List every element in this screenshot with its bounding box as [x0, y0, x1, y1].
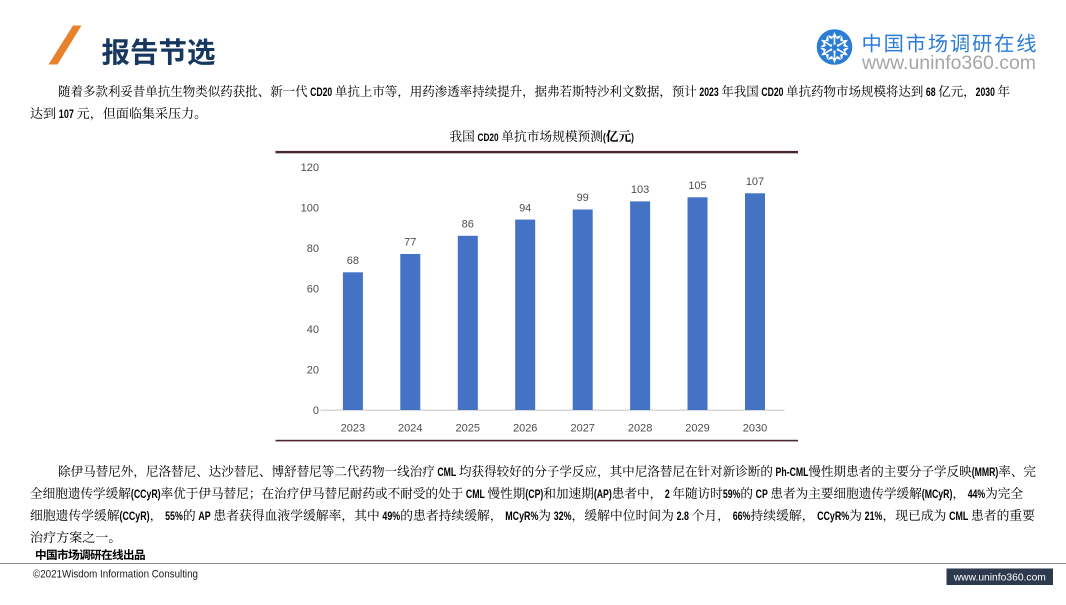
svg-text:2024: 2024 — [398, 423, 422, 435]
svg-text:68: 68 — [347, 255, 359, 267]
svg-text:2029: 2029 — [685, 423, 709, 435]
svg-text:99: 99 — [577, 192, 589, 204]
svg-text:49%: 49% — [382, 511, 400, 523]
svg-text:CML: CML — [949, 511, 968, 523]
svg-text:CD20: CD20 — [310, 87, 332, 99]
svg-text:68: 68 — [926, 87, 936, 99]
svg-text:(CP): (CP) — [525, 489, 543, 501]
svg-text:CML: CML — [437, 467, 456, 479]
svg-text:CML: CML — [466, 489, 485, 501]
svg-text:0: 0 — [313, 405, 319, 417]
svg-text:2: 2 — [665, 489, 670, 501]
svg-text:80: 80 — [307, 243, 319, 255]
svg-text:AP: AP — [198, 511, 211, 523]
svg-text:(CCyR): (CCyR) — [120, 511, 150, 523]
svg-text:(MMR): (MMR) — [972, 467, 999, 479]
svg-text:86: 86 — [462, 219, 474, 231]
svg-text:44%: 44% — [968, 489, 985, 501]
svg-text:(MCyR): (MCyR) — [922, 489, 953, 501]
svg-text:107: 107 — [746, 176, 764, 188]
svg-text:60: 60 — [307, 284, 319, 296]
svg-text:CCyR%: CCyR% — [817, 511, 849, 523]
svg-text:www.uninfo360.com: www.uninfo360.com — [953, 573, 1046, 584]
svg-text:CD20: CD20 — [761, 87, 783, 99]
svg-text:(: ( — [603, 132, 606, 144]
svg-text:CD20: CD20 — [478, 132, 499, 144]
svg-text:2028: 2028 — [628, 423, 652, 435]
svg-text:CP: CP — [756, 489, 768, 501]
svg-text:20: 20 — [307, 365, 319, 377]
svg-text:59%: 59% — [723, 489, 740, 501]
svg-text:107: 107 — [59, 108, 74, 121]
svg-text:2.8: 2.8 — [677, 511, 690, 523]
svg-text:Ph-CML: Ph-CML — [776, 467, 809, 479]
svg-text:32%: 32% — [554, 511, 572, 523]
svg-text:2023: 2023 — [699, 87, 718, 99]
svg-text:21%: 21% — [865, 511, 883, 523]
svg-text:40: 40 — [307, 324, 319, 336]
svg-text:100: 100 — [301, 203, 319, 215]
svg-text:94: 94 — [519, 202, 531, 214]
svg-text:MCyR%: MCyR% — [505, 511, 538, 523]
svg-text:77: 77 — [404, 237, 416, 249]
svg-text:105: 105 — [688, 180, 706, 192]
svg-text:2025: 2025 — [456, 423, 480, 435]
svg-text:66%: 66% — [733, 511, 751, 523]
svg-text:2026: 2026 — [513, 423, 537, 435]
svg-text:): ) — [631, 132, 634, 144]
svg-text:2027: 2027 — [570, 423, 594, 435]
svg-text:(AP): (AP) — [594, 489, 612, 501]
svg-text:55%: 55% — [165, 511, 183, 523]
svg-text:www.uninfo360.com: www.uninfo360.com — [861, 53, 1036, 74]
svg-text:103: 103 — [631, 184, 649, 196]
svg-text:2030: 2030 — [976, 87, 995, 99]
svg-text:2023: 2023 — [341, 423, 365, 435]
svg-text:120: 120 — [301, 162, 319, 174]
svg-text:(CCyR): (CCyR) — [131, 489, 161, 501]
svg-text:2030: 2030 — [743, 423, 767, 435]
svg-text:©2021Wisdom Information Consul: ©2021Wisdom Information Consulting — [33, 569, 198, 581]
